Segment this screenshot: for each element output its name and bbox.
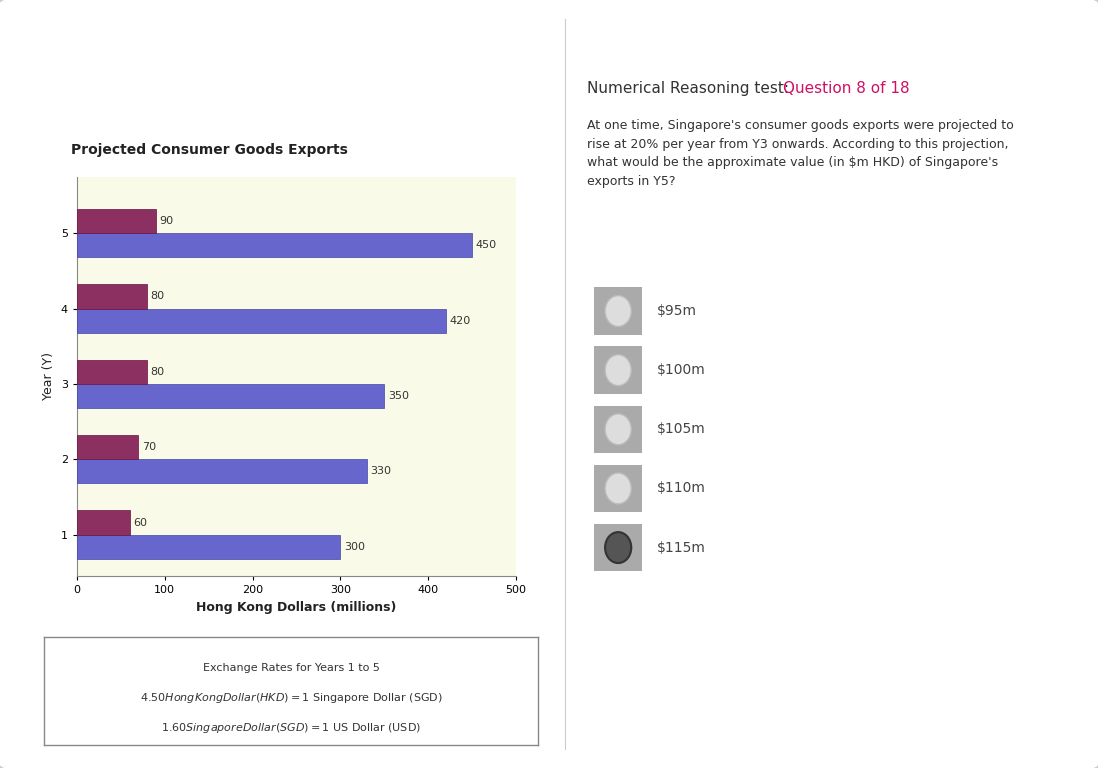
Bar — [77, 459, 367, 483]
Ellipse shape — [605, 296, 631, 326]
FancyBboxPatch shape — [593, 522, 643, 573]
FancyBboxPatch shape — [593, 345, 643, 396]
Text: 80: 80 — [150, 367, 165, 377]
Ellipse shape — [605, 414, 631, 445]
Text: 420: 420 — [449, 316, 471, 326]
Bar — [77, 233, 472, 257]
Text: 350: 350 — [388, 391, 408, 401]
Text: $115m: $115m — [657, 541, 706, 554]
Bar — [77, 359, 147, 384]
Text: $4.50 Hong Kong Dollar (HKD) = $1 Singapore Dollar (SGD): $4.50 Hong Kong Dollar (HKD) = $1 Singap… — [139, 690, 442, 705]
Text: Question 8 of 18: Question 8 of 18 — [783, 81, 909, 96]
Text: $95m: $95m — [657, 304, 696, 318]
Text: 450: 450 — [475, 240, 496, 250]
FancyBboxPatch shape — [593, 286, 643, 336]
Text: $1.60 Singapore Dollar (SGD) = $1 US Dollar (USD): $1.60 Singapore Dollar (SGD) = $1 US Dol… — [161, 720, 421, 735]
Ellipse shape — [605, 532, 631, 563]
Ellipse shape — [605, 355, 631, 386]
Text: 90: 90 — [159, 216, 173, 226]
Text: At one time, Singapore's consumer goods exports were projected to
rise at 20% pe: At one time, Singapore's consumer goods … — [587, 119, 1015, 187]
Text: 330: 330 — [370, 466, 391, 476]
Ellipse shape — [605, 473, 631, 504]
Bar — [77, 209, 156, 233]
Text: 80: 80 — [150, 291, 165, 302]
Text: 300: 300 — [344, 541, 365, 551]
Y-axis label: Year (Y): Year (Y) — [42, 353, 55, 400]
Legend: Singapore, Hong Kong: Singapore, Hong Kong — [170, 661, 423, 690]
Text: 60: 60 — [133, 518, 147, 528]
Text: Projected Consumer Goods Exports: Projected Consumer Goods Exports — [71, 144, 348, 157]
FancyBboxPatch shape — [593, 463, 643, 514]
Text: $110m: $110m — [657, 482, 706, 495]
X-axis label: Hong Kong Dollars (millions): Hong Kong Dollars (millions) — [197, 601, 396, 614]
FancyBboxPatch shape — [593, 404, 643, 455]
Text: $100m: $100m — [657, 363, 705, 377]
Text: Exchange Rates for Years 1 to 5: Exchange Rates for Years 1 to 5 — [202, 663, 380, 673]
Text: 70: 70 — [142, 442, 156, 452]
Text: Numerical Reasoning test:: Numerical Reasoning test: — [587, 81, 794, 96]
Bar — [77, 435, 138, 459]
Bar — [77, 284, 147, 309]
Bar — [77, 309, 446, 333]
Bar — [77, 511, 130, 535]
Bar — [77, 384, 384, 408]
Bar — [77, 535, 340, 558]
Text: $105m: $105m — [657, 422, 705, 436]
